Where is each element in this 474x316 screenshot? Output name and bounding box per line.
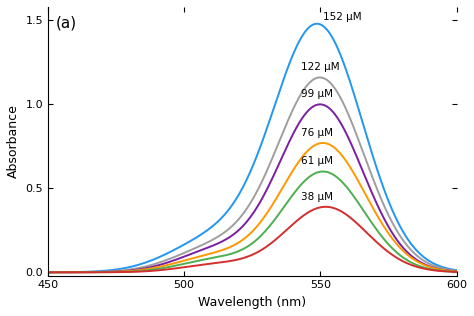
X-axis label: Wavelength (nm): Wavelength (nm) (198, 296, 306, 309)
Text: 122 μM: 122 μM (301, 63, 340, 72)
Text: 76 μM: 76 μM (301, 128, 333, 138)
Text: 99 μM: 99 μM (301, 89, 333, 99)
Text: 38 μM: 38 μM (301, 192, 333, 202)
Text: (a): (a) (56, 15, 77, 30)
Y-axis label: Absorbance: Absorbance (7, 104, 20, 178)
Text: 152 μM: 152 μM (323, 12, 362, 22)
Text: 61 μM: 61 μM (301, 156, 333, 167)
